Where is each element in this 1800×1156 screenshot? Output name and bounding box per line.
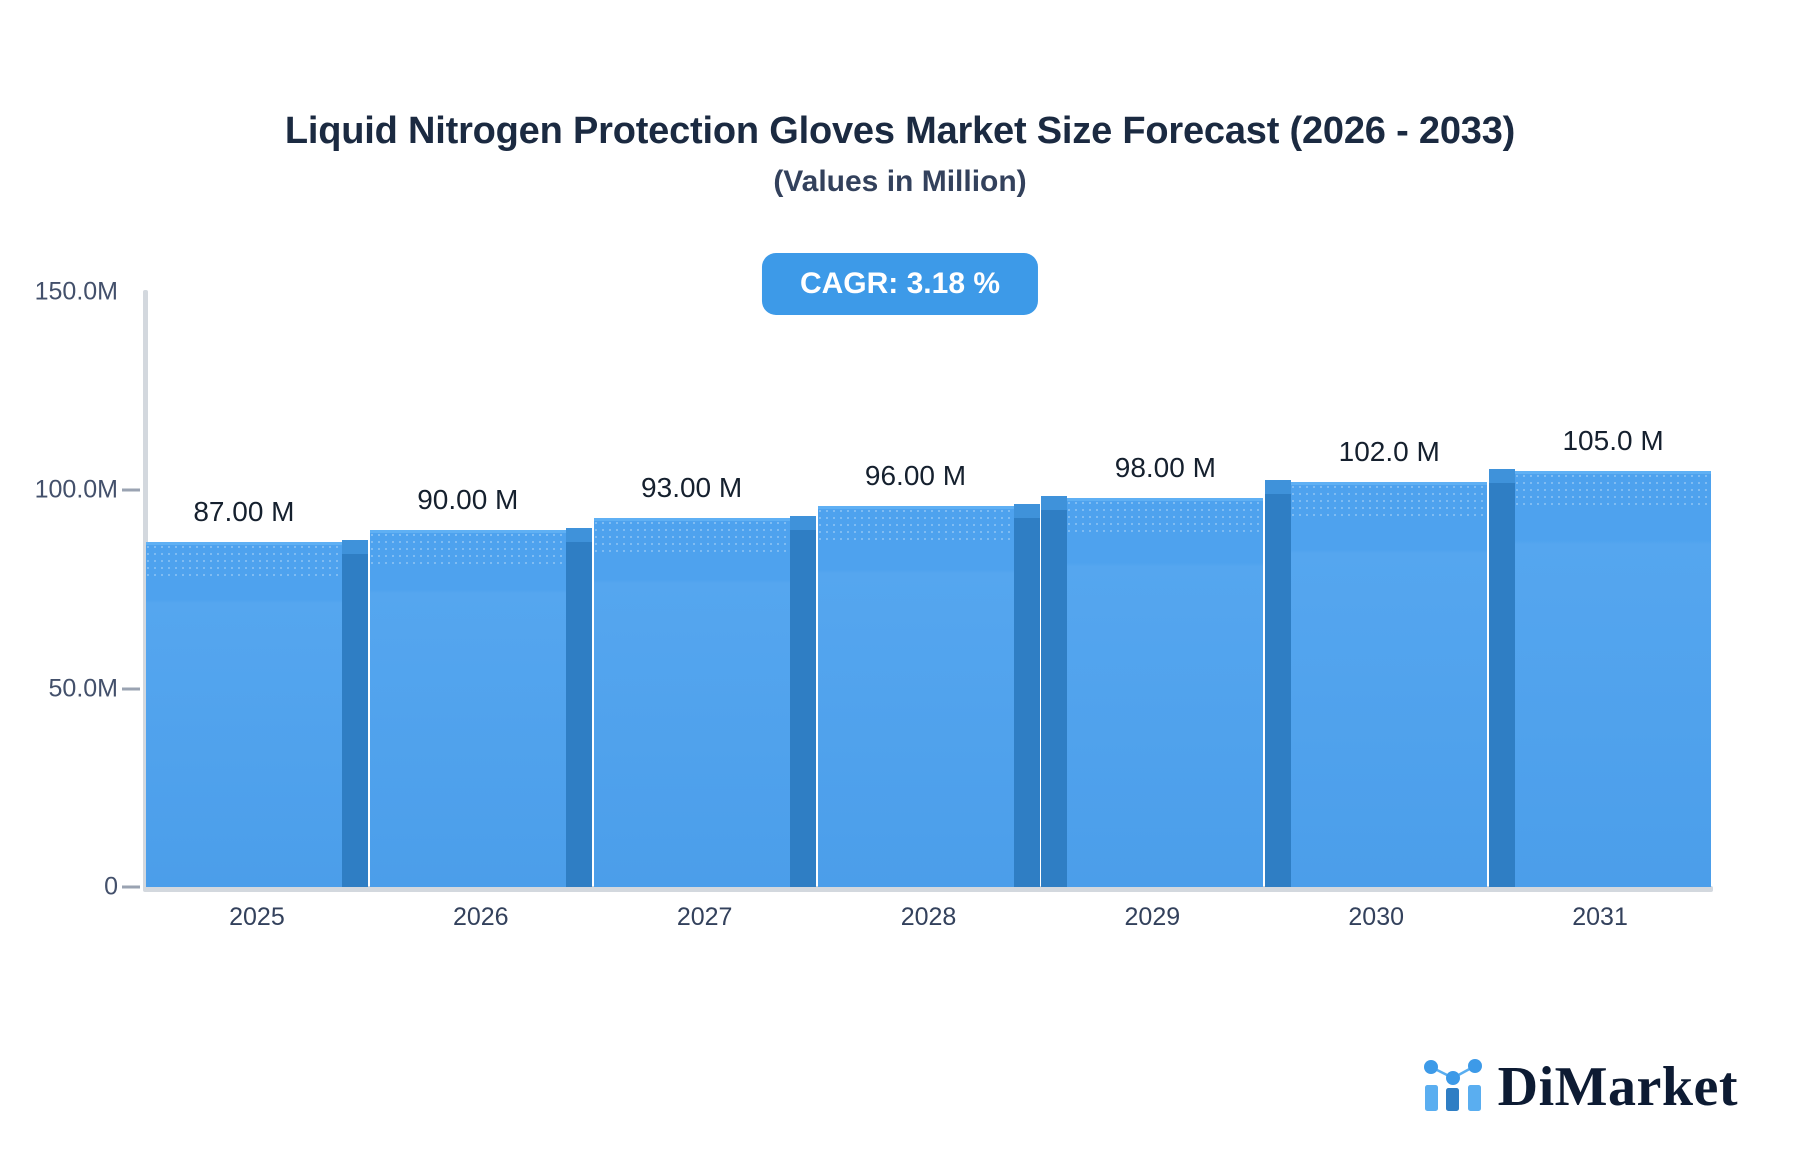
x-axis-line <box>143 886 1713 892</box>
bar-front-face <box>145 541 342 887</box>
y-tick-mark <box>122 488 140 492</box>
dimarket-logo: DiMarket <box>1422 1055 1738 1118</box>
bar-top-face <box>341 539 368 554</box>
bar-front-face <box>1515 470 1712 887</box>
bar-top-face <box>565 528 592 542</box>
bar-2027[interactable] <box>593 292 816 887</box>
y-tick-label: 100.0M <box>34 475 118 504</box>
bar-2031[interactable] <box>1489 292 1712 887</box>
bar-side-face <box>1013 518 1040 887</box>
y-tick-mark <box>122 687 140 691</box>
bar-value-label: 87.00 M <box>193 495 295 527</box>
bar-side-face <box>789 530 816 887</box>
chart-title: Liquid Nitrogen Protection Gloves Market… <box>284 110 1516 152</box>
bar-side-face <box>1265 494 1292 887</box>
y-axis-line <box>143 290 148 890</box>
bar-front-face <box>369 530 566 887</box>
bar-top-face <box>1265 480 1292 495</box>
bar-front-face <box>1291 482 1488 887</box>
x-tick-label: 2028 <box>900 903 957 931</box>
bar-2025[interactable] <box>145 292 368 887</box>
x-tick-label: 2026 <box>452 903 509 931</box>
bar-side-face <box>1041 510 1068 887</box>
bar-2028[interactable] <box>817 292 1040 887</box>
plot-area: 87.00 M 90.00 M 93.00 M 96.00 M 98.00 M 102.0… <box>145 292 1712 887</box>
y-tick-label: 0 <box>104 872 118 901</box>
bar-top-face <box>1489 468 1516 483</box>
cagr-badge: CAGR: 3.18 % <box>761 253 1039 315</box>
bar-top-face <box>789 516 816 531</box>
chart-subtitle: (Values in Million) <box>773 165 1027 198</box>
x-tick-label: 2030 <box>1348 903 1405 931</box>
bar-value-label: 102.0 M <box>1338 436 1440 468</box>
x-tick-label: 2029 <box>1124 903 1181 931</box>
logo-wordmark: DiMarket <box>1497 1055 1738 1118</box>
bar-front-face <box>817 506 1014 887</box>
x-tick-label: 2031 <box>1572 903 1628 931</box>
bar-value-label: 93.00 M <box>641 472 743 504</box>
bar-chart-trend-icon <box>1422 1055 1484 1118</box>
y-tick-label: 150.0M <box>34 277 118 306</box>
y-tick-label: 50.0M <box>48 674 118 703</box>
x-tick-label: 2025 <box>229 903 285 931</box>
bar-side-face <box>1489 482 1516 887</box>
bar-side-face <box>341 553 368 887</box>
bar-2029[interactable] <box>1041 292 1264 887</box>
bar-value-label: 98.00 M <box>1114 452 1216 484</box>
bar-top-face <box>1041 496 1068 511</box>
x-tick-label: 2027 <box>676 903 733 931</box>
bar-front-face <box>593 518 790 887</box>
bar-value-label: 90.00 M <box>417 484 519 515</box>
bar-value-label: 96.00 M <box>864 460 967 492</box>
y-tick-mark <box>122 885 140 889</box>
bar-front-face <box>1067 498 1264 887</box>
bar-top-face <box>1013 504 1040 519</box>
bar-2030[interactable] <box>1265 292 1488 887</box>
bar-side-face <box>565 542 592 887</box>
bar-2026[interactable] <box>369 292 592 887</box>
y-axis-tick-labels: 0 50.0M 100.0M 150.0M <box>0 0 118 1156</box>
bar-value-label: 105.0 M <box>1562 424 1664 456</box>
